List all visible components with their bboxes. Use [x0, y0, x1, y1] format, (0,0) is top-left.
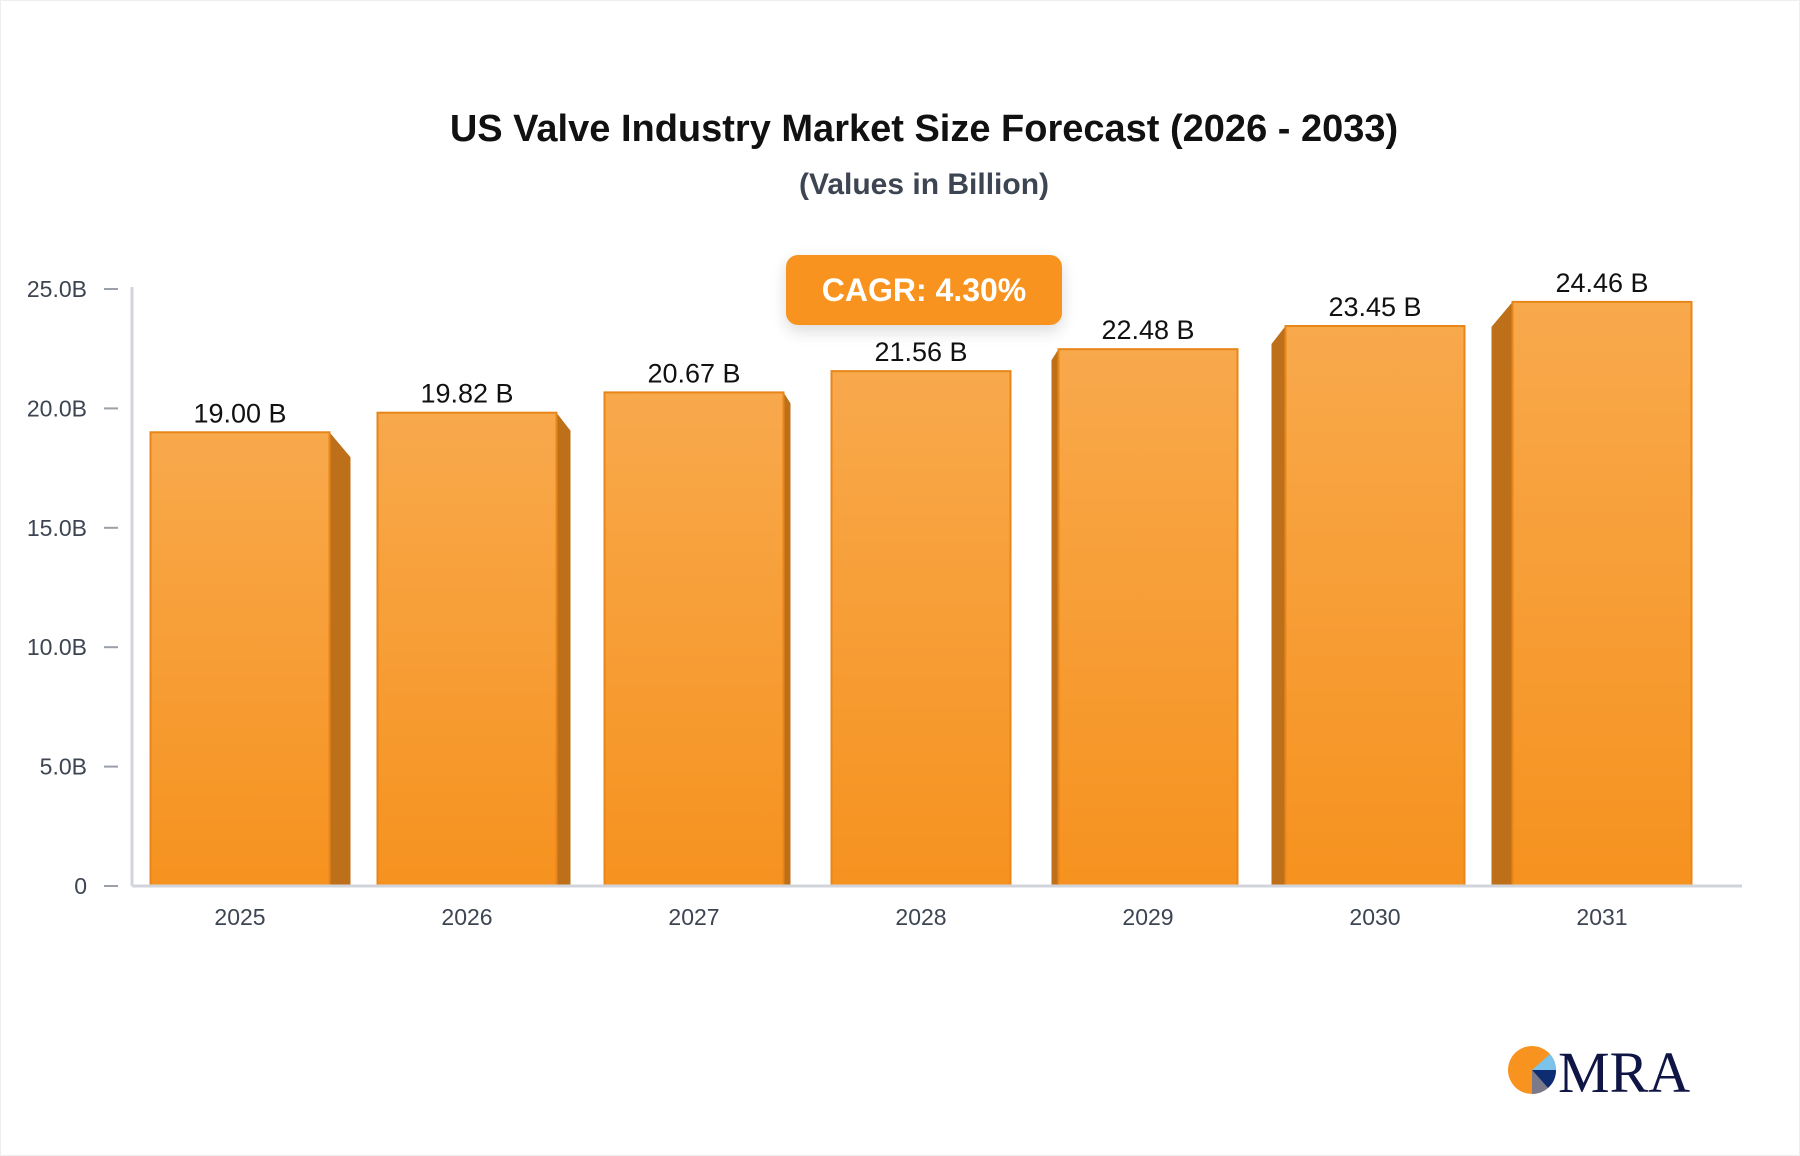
bar-side	[1491, 301, 1513, 886]
x-tick-label: 2028	[895, 904, 946, 930]
bar-side	[556, 412, 571, 886]
x-tick-label: 2031	[1576, 904, 1627, 930]
chart-subtitle: (Values in Billion)	[798, 168, 1050, 201]
chart-title: US Valve Industry Market Size Forecast (…	[449, 108, 1399, 150]
x-tick-label: 2027	[668, 904, 719, 930]
bar-2030	[1284, 325, 1466, 888]
svg-text:MRA: MRA	[1558, 1040, 1690, 1100]
bar-2025	[149, 431, 331, 887]
bar-side	[329, 432, 351, 886]
bar-2029	[1057, 348, 1239, 887]
bar-side	[1051, 349, 1059, 886]
mra-logo: MRA	[1508, 1040, 1690, 1100]
x-tick-label: 2025	[214, 904, 265, 930]
data-label: 21.56 B	[874, 337, 967, 367]
y-tick-label: 10.0B	[27, 634, 87, 660]
bar-2031	[1511, 300, 1693, 887]
bar-side	[783, 392, 791, 886]
bar-2026	[376, 411, 558, 887]
bar-2028	[830, 370, 1012, 887]
data-label: 19.00 B	[193, 398, 286, 428]
x-tick-label: 2030	[1349, 904, 1400, 930]
y-tick-label: 0	[74, 873, 87, 899]
x-tick-label: 2029	[1122, 904, 1173, 930]
y-tick-label: 20.0B	[27, 395, 87, 421]
y-tick-label: 25.0B	[27, 276, 87, 302]
y-tick-label: 15.0B	[27, 515, 87, 541]
y-tick-label: 5.0B	[40, 754, 87, 780]
data-label: 23.45 B	[1328, 292, 1421, 322]
data-label: 20.67 B	[647, 358, 740, 388]
cagr-badge: CAGR: 4.30%	[786, 255, 1062, 325]
data-label: 19.82 B	[420, 379, 513, 409]
data-label: 24.46 B	[1555, 268, 1648, 298]
bar-side	[1271, 326, 1286, 886]
x-tick-label: 2026	[441, 904, 492, 930]
bar-2027	[603, 391, 785, 887]
data-label: 22.48 B	[1101, 315, 1194, 345]
